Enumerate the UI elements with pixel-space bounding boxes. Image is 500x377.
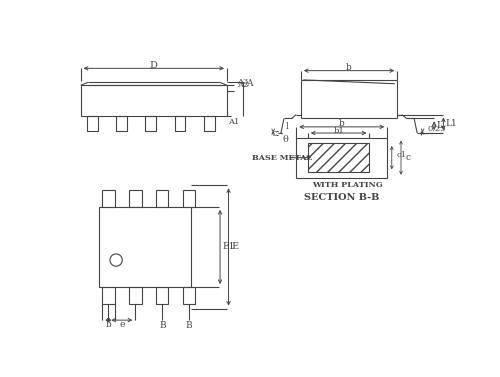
Text: b: b (346, 63, 352, 72)
Bar (156, 190, 168, 207)
Bar (308, 143, 370, 172)
Text: A3: A3 (237, 78, 248, 86)
Text: A: A (246, 79, 252, 88)
Bar (146, 116, 156, 132)
Text: E: E (232, 242, 238, 251)
Bar (174, 116, 186, 132)
Text: l: l (286, 122, 288, 130)
Text: b: b (339, 119, 344, 128)
Text: θ: θ (282, 135, 288, 144)
Bar (116, 116, 127, 132)
Bar (80, 85, 227, 116)
Bar (102, 190, 115, 207)
Text: A1: A1 (228, 118, 239, 126)
Text: e: e (119, 320, 124, 329)
Text: B: B (159, 321, 166, 330)
Text: SECTION B-B: SECTION B-B (304, 193, 380, 202)
Text: b: b (106, 320, 112, 329)
Bar (129, 287, 141, 304)
Bar (156, 287, 168, 304)
Text: B: B (186, 321, 192, 330)
Bar (204, 116, 214, 132)
Text: E1: E1 (222, 242, 234, 251)
Text: c1: c1 (396, 150, 406, 159)
Bar (296, 138, 387, 178)
Bar (129, 190, 141, 207)
Text: 0.25: 0.25 (428, 125, 446, 133)
Text: D: D (150, 61, 158, 70)
Bar (102, 287, 115, 304)
Text: c: c (406, 153, 411, 162)
Text: c: c (272, 129, 277, 138)
Bar (183, 287, 196, 304)
Text: WITH PLATING: WITH PLATING (312, 181, 384, 189)
Bar (99, 207, 191, 287)
Bar (87, 116, 98, 132)
Bar (183, 190, 196, 207)
Text: A2: A2 (237, 81, 248, 89)
Text: L1: L1 (446, 119, 458, 128)
Text: b1: b1 (334, 127, 344, 135)
Text: BASE METAL: BASE METAL (252, 154, 312, 162)
Text: L: L (436, 121, 442, 130)
